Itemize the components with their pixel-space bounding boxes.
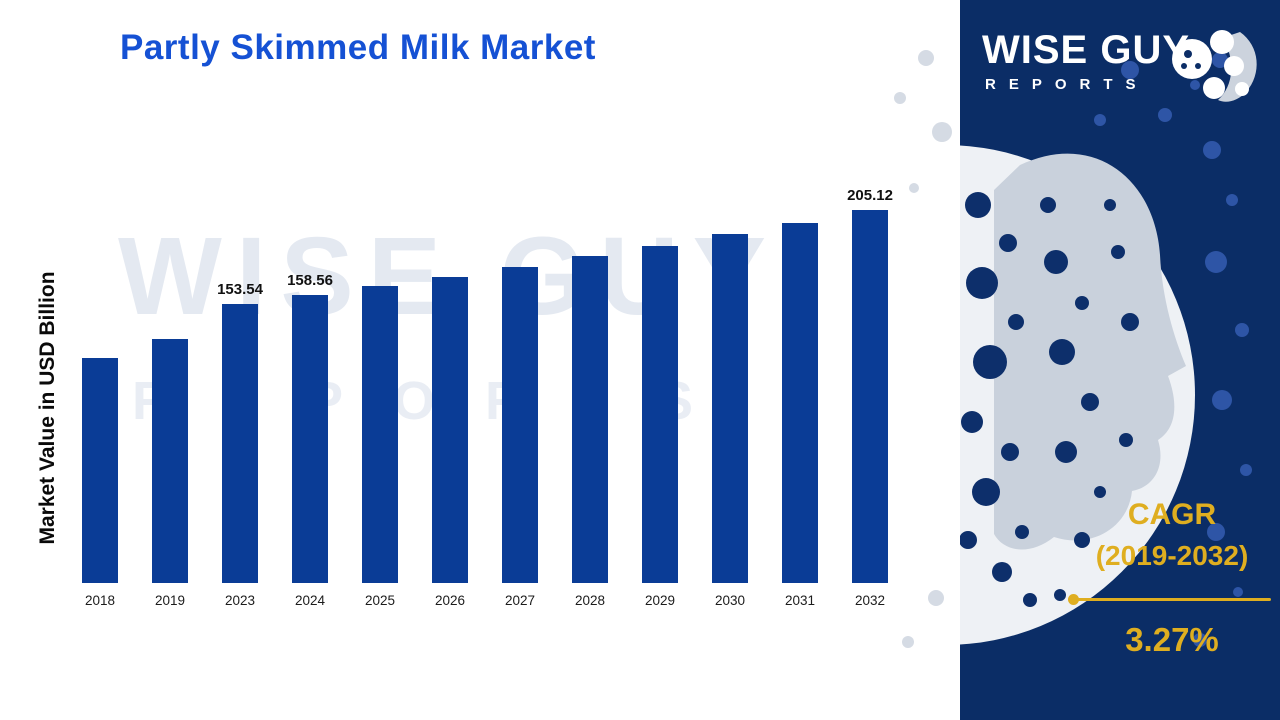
bar [152,339,188,583]
x-tick-label: 2025 [364,593,396,608]
bar [852,210,888,583]
chart-title: Partly Skimmed Milk Market [120,28,596,67]
bar-column: 153.54 2023 [217,281,263,613]
bar-column: 158.56 2024 [287,272,333,613]
bar-column: 2031 [780,223,820,613]
bar-value-label: 205.12 [847,187,893,204]
x-tick-label: 2029 [644,593,676,608]
bar-column: 2026 [430,277,470,613]
bar-column: 2025 [360,286,400,613]
bar-column: 2028 [570,256,610,613]
cagr-label: CAGR [1127,498,1217,531]
bar [572,256,608,583]
cagr-value: 3.27% [1125,621,1219,658]
bar [432,277,468,583]
bar [712,234,748,583]
bar-column: 2030 [710,234,750,613]
bar-column: 2027 [500,267,540,613]
x-tick-label: 2023 [224,593,256,608]
x-tick-label: 2018 [84,593,116,608]
bar [782,223,818,583]
bar [82,358,118,583]
x-tick-label: 2028 [574,593,606,608]
x-tick-label: 2019 [154,593,186,608]
bar-value-label: 153.54 [217,281,263,298]
cagr-underline-dot [1068,594,1079,605]
cagr-underline [1068,594,1271,605]
bar-column: 2018 [80,358,120,613]
y-axis-label: Market Value in USD Billion [36,271,59,545]
cagr-block: CAGR (2019-2032) 3.27% [1064,498,1280,659]
x-tick-label: 2026 [434,593,466,608]
brand-panel: WISE GUY REPORTS CAGR (2019-2032) 3.27% [960,0,1280,720]
logo-face-icon [1172,30,1257,102]
bar [292,295,328,583]
face-silhouette [994,153,1186,550]
bar-value-label: 158.56 [287,272,333,289]
brand-logo: WISE GUY REPORTS [982,30,1190,93]
bar-chart: 2018 2019 153.54 2023 158.56 2024 2025 2026 2027… [80,181,893,613]
bar [222,304,258,583]
x-tick-label: 2024 [294,593,326,608]
bar [642,246,678,583]
cagr-range: (2019-2032) [1095,540,1249,571]
x-tick-label: 2027 [504,593,536,608]
dotted-face-graphic [960,52,1252,647]
bar-column: 2019 [150,339,190,613]
brand-logo-name: WISE GUY [982,28,1191,72]
bar-column: 2029 [640,246,680,613]
x-tick-label: 2031 [784,593,816,608]
brand-logo-subtitle: REPORTS [985,76,1149,93]
bar [502,267,538,583]
bar [362,286,398,583]
decorative-dots [894,50,952,648]
x-tick-label: 2030 [714,593,746,608]
x-tick-label: 2032 [854,593,886,608]
bar-column: 205.12 2032 [847,187,893,613]
